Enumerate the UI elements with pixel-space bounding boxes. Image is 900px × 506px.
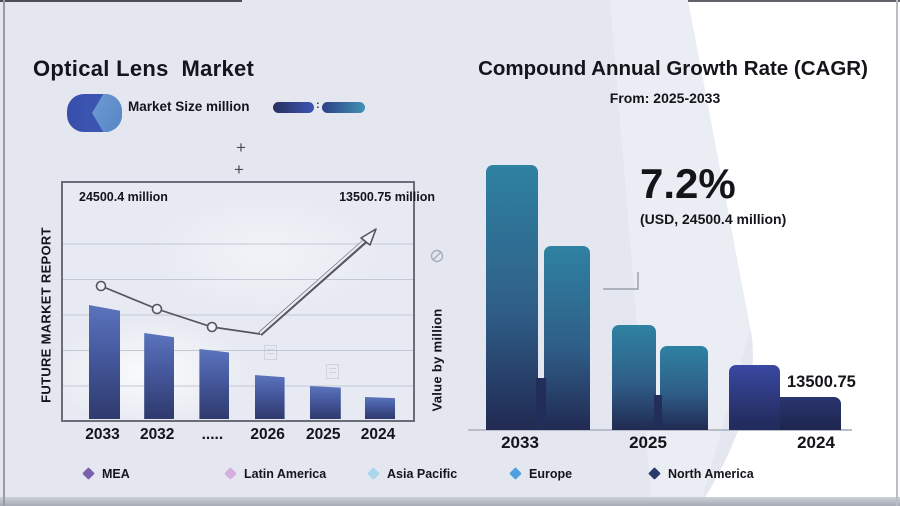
value-axis-label: Value by million: [429, 308, 445, 412]
cagr-title: Compound Annual Growth Rate (CAGR): [478, 57, 868, 80]
key-pill-b-icon: [322, 102, 365, 113]
legend-item-europe: Europe: [509, 466, 573, 481]
key-pill-a-icon: [273, 102, 314, 113]
frame-bottom-strip: [0, 497, 900, 506]
watermark-doc-icon: [264, 345, 277, 360]
market-size-chart-panel: 24500.4 million 13500.75 million: [61, 181, 435, 422]
bar-2032: [144, 333, 175, 419]
bar-.....: [199, 349, 230, 419]
bar-merge-fill: [654, 395, 662, 430]
cagr-axis-label-2033: 2033: [501, 433, 539, 452]
bar-merge-fill: [536, 378, 546, 430]
start-value-annotation: 24500.4 million: [79, 190, 168, 204]
legend-diamond-icon: [367, 467, 380, 480]
legend-diamond-icon: [509, 467, 522, 480]
cagr-rate-value: 7.2%: [640, 160, 736, 207]
cagr-axis-label-2024: 2024: [797, 433, 835, 452]
legend-diamond-icon: [224, 467, 237, 480]
cagr-bar-a-2025: [612, 325, 656, 430]
cagr-bar-a-2033: [486, 165, 538, 430]
axis-label-2024: 2024: [360, 426, 396, 443]
plus-icon: +: [234, 160, 244, 179]
cagr-subtitle: From: 2025-2033: [609, 90, 721, 106]
bar-2025: [309, 386, 341, 419]
bar-2024: [365, 397, 395, 419]
bar-data-label: 13500.75: [787, 373, 856, 391]
legend-item-north-america: North America: [648, 466, 754, 481]
axis-label-2032: 2032: [139, 426, 175, 443]
series-key-label: Market Size million: [128, 99, 250, 114]
cagr-bar-a-2024: [729, 365, 780, 430]
legend-label: Asia Pacific: [387, 466, 458, 481]
legend-label: Latin America: [244, 466, 327, 481]
end-value-annotation: 13500.75 million: [339, 190, 435, 204]
legend-diamond-icon: [82, 467, 95, 480]
frame-left-line: [3, 0, 5, 506]
legend-item-asia-pacific: Asia Pacific: [367, 466, 458, 481]
lens-cylinder-icon: [67, 94, 122, 132]
cagr-bar-b-2025: [660, 346, 708, 430]
frame-top-right-line: [688, 0, 900, 2]
cagr-axis-label-2025: 2025: [629, 433, 667, 452]
right-chart-baseline: [468, 429, 852, 431]
cagr-bar-b-2024: [780, 397, 841, 430]
frame-right-line: [896, 0, 898, 506]
key-pill-separator: :: [316, 99, 320, 111]
axis-label-2033: 2033: [85, 426, 120, 443]
legend-diamond-icon: [648, 467, 661, 480]
plus-icon: +: [236, 138, 246, 157]
legend-item-latin-america: Latin America: [224, 466, 327, 481]
frame-top-left-line: [0, 0, 242, 2]
legend-label: Europe: [529, 466, 573, 481]
legend-label: MEA: [102, 466, 130, 481]
axis-label-.....: .....: [201, 426, 224, 443]
watermark-doc-icon: [326, 364, 339, 379]
cagr-basis-value: (USD, 24500.4 million): [640, 211, 787, 227]
legend-item-mea: MEA: [82, 466, 130, 481]
axis-label-2025: 2025: [306, 426, 341, 443]
brand-vertical-label: FUTURE MARKET REPORT: [38, 227, 54, 403]
bar-2026: [254, 375, 285, 419]
axis-label-2026: 2026: [250, 426, 285, 443]
legend-label: North America: [668, 466, 754, 481]
cagr-bar-b-2033: [544, 246, 590, 430]
page-title: Optical Lens Market: [33, 56, 255, 81]
bar-2033: [89, 305, 120, 419]
